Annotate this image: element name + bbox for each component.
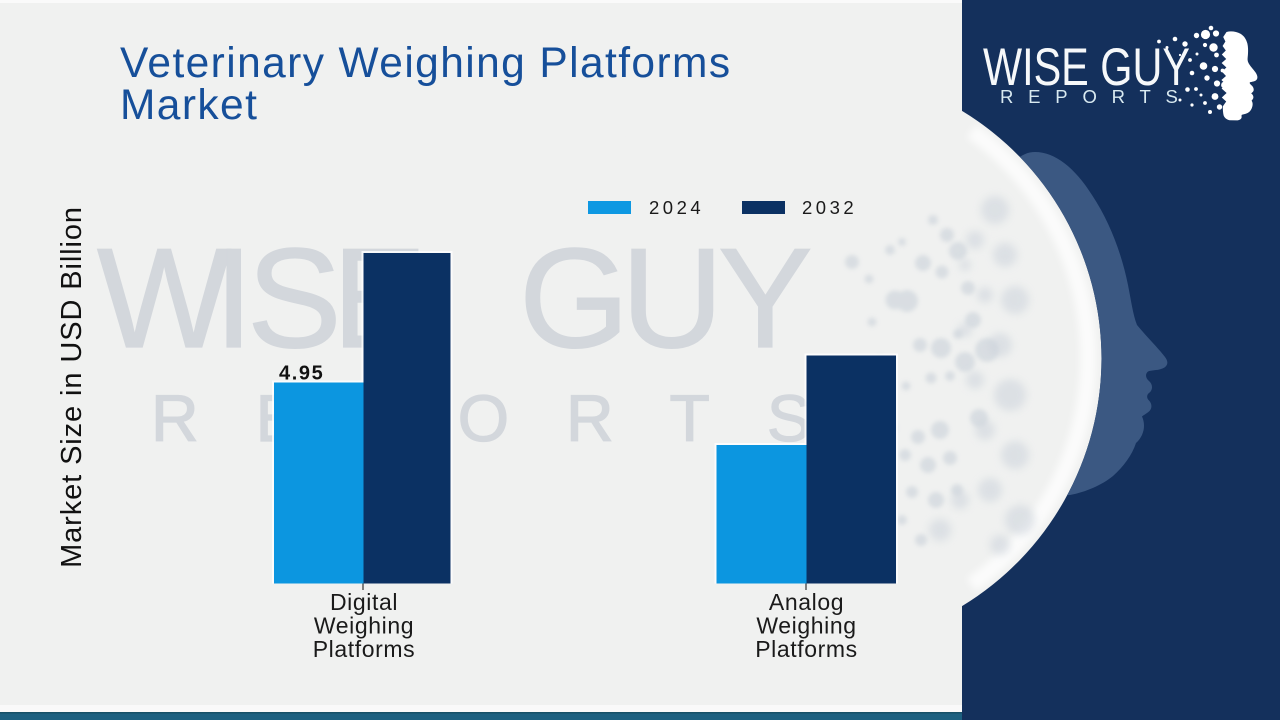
svg-text:Analog: Analog: [769, 589, 844, 615]
svg-text:Veterinary Weighing Platforms: Veterinary Weighing Platforms: [120, 40, 731, 87]
svg-text:Weighing: Weighing: [756, 613, 856, 639]
svg-text:4.95: 4.95: [279, 363, 324, 385]
svg-text:Weighing: Weighing: [314, 613, 414, 639]
svg-text:Platforms: Platforms: [755, 636, 858, 662]
svg-text:2032: 2032: [802, 197, 857, 218]
svg-text:Digital: Digital: [330, 589, 398, 615]
svg-text:REPORTS: REPORTS: [151, 381, 868, 455]
svg-text:2024: 2024: [649, 197, 704, 218]
svg-text:REPORTS: REPORTS: [1000, 86, 1193, 107]
svg-text:WISE GUY: WISE GUY: [983, 38, 1190, 97]
svg-text:Market Size in USD Billion: Market Size in USD Billion: [56, 206, 88, 568]
svg-text:Platforms: Platforms: [313, 636, 416, 662]
svg-text:Market: Market: [120, 82, 258, 129]
